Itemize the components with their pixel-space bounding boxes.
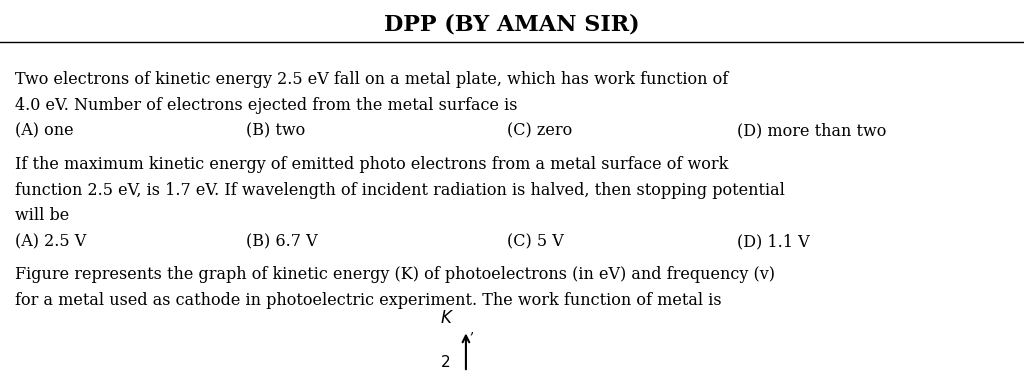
Text: (B) 6.7 V: (B) 6.7 V: [246, 233, 317, 250]
Text: DPP (BY AMAN SIR): DPP (BY AMAN SIR): [384, 13, 640, 35]
Text: for a metal used as cathode in photoelectric experiment. The work function of me: for a metal used as cathode in photoelec…: [15, 292, 722, 309]
Text: $2$: $2$: [440, 354, 451, 370]
Text: (D) 1.1 V: (D) 1.1 V: [737, 233, 810, 250]
Text: function 2.5 eV, is 1.7 eV. If wavelength of incident radiation is halved, then : function 2.5 eV, is 1.7 eV. If wavelengt…: [15, 181, 785, 198]
Text: (D) more than two: (D) more than two: [737, 122, 887, 139]
Text: (A) 2.5 V: (A) 2.5 V: [15, 233, 87, 250]
Text: (C) 5 V: (C) 5 V: [507, 233, 563, 250]
Text: ,: ,: [469, 322, 473, 336]
Text: (B) two: (B) two: [246, 122, 305, 139]
Text: 4.0 eV. Number of electrons ejected from the metal surface is: 4.0 eV. Number of electrons ejected from…: [15, 97, 518, 114]
Text: Figure represents the graph of kinetic energy (K) of photoelectrons (in eV) and : Figure represents the graph of kinetic e…: [15, 266, 775, 284]
Text: If the maximum kinetic energy of emitted photo electrons from a metal surface of: If the maximum kinetic energy of emitted…: [15, 156, 729, 173]
Text: (C) zero: (C) zero: [507, 122, 572, 139]
Text: $K$: $K$: [440, 310, 455, 327]
Text: (A) one: (A) one: [15, 122, 74, 139]
Text: will be: will be: [15, 207, 70, 224]
Text: Two electrons of kinetic energy 2.5 eV fall on a metal plate, which has work fun: Two electrons of kinetic energy 2.5 eV f…: [15, 71, 729, 88]
